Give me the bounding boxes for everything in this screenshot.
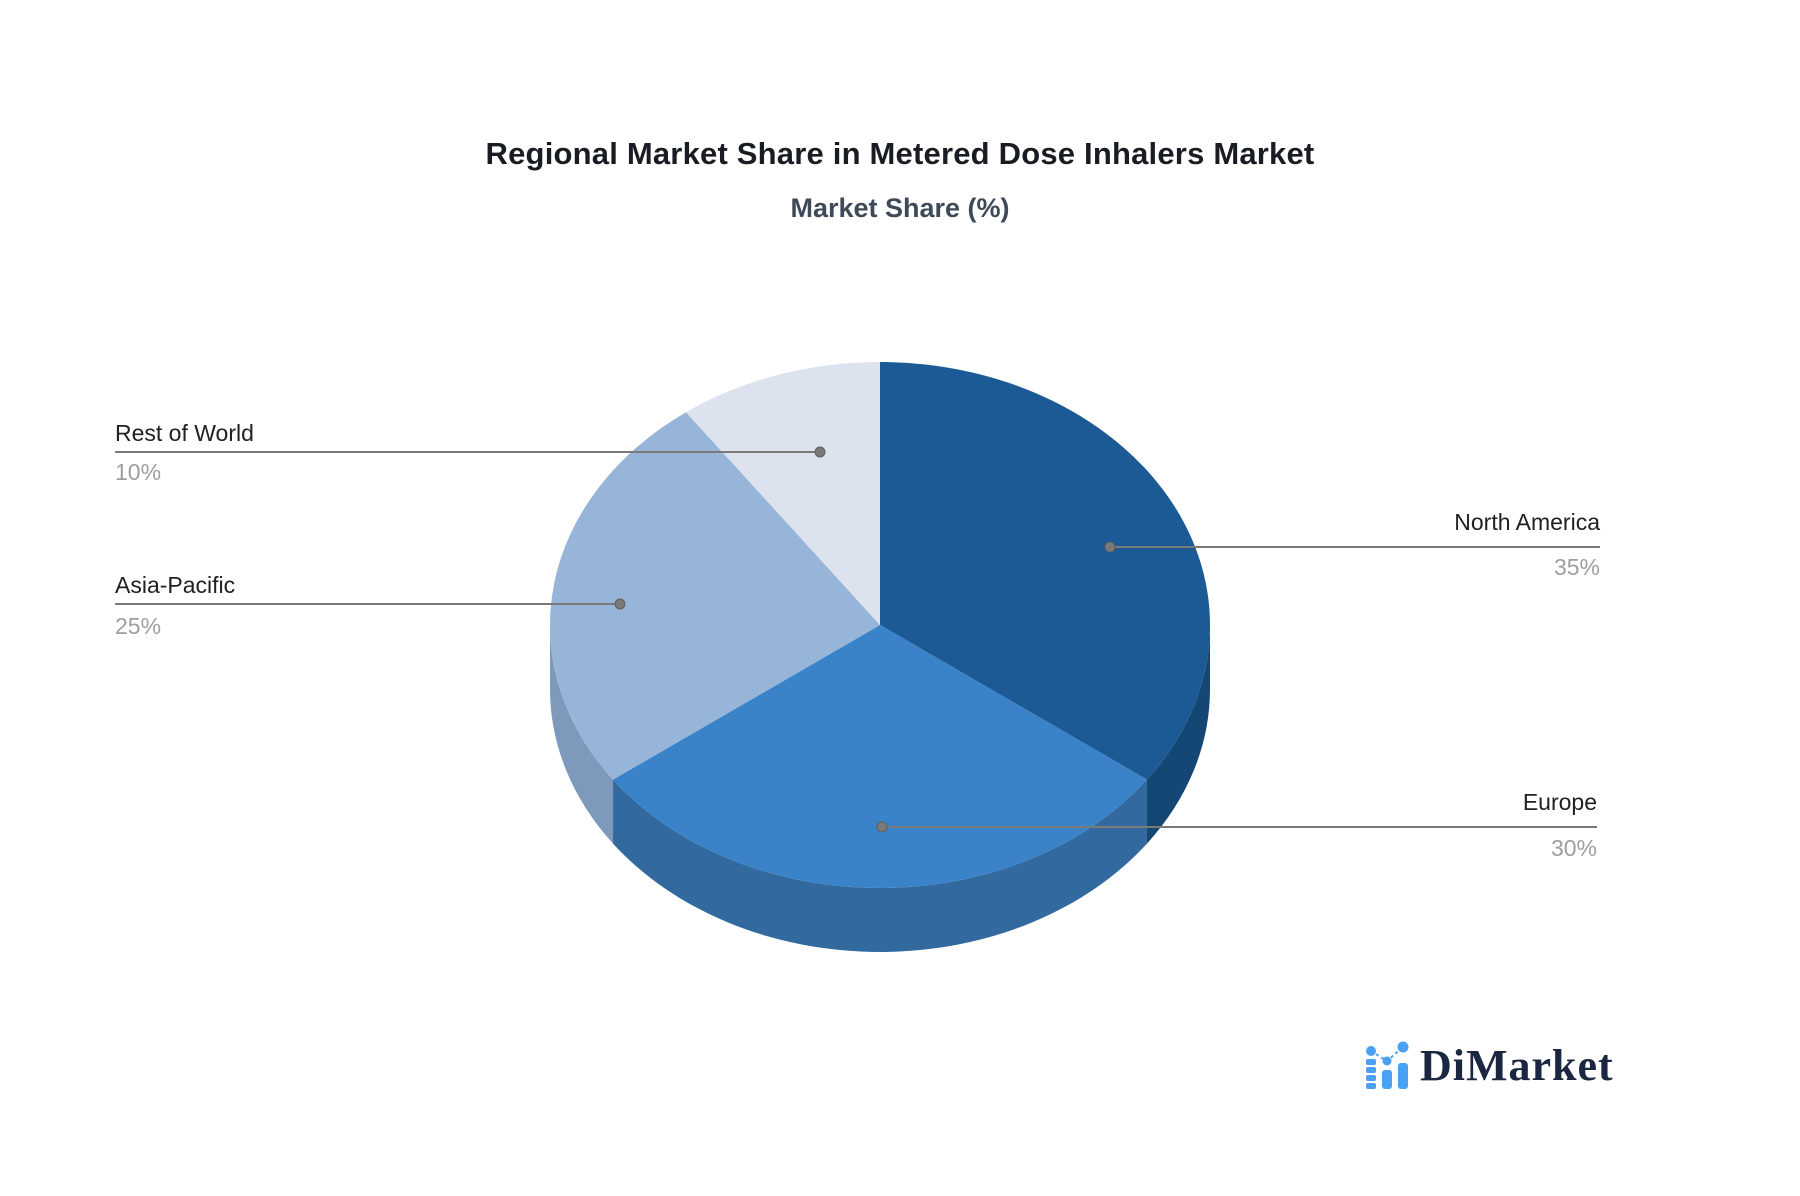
pie-slice-side-asia-pacific — [550, 625, 614, 844]
logo-text: DiMarket — [1420, 1041, 1614, 1090]
callout-value-asia-pacific: 25% — [115, 613, 162, 639]
pie-slice-side-europe — [613, 779, 1147, 953]
callout-value-north-america: 35% — [1553, 554, 1600, 580]
leader-anchor-dot — [1104, 541, 1116, 553]
leader-anchor-dot — [614, 598, 626, 610]
callout-label-north-america: North America — [1454, 509, 1600, 535]
callout-label-europe: Europe — [1522, 789, 1597, 815]
pie-slice-rest-of-world[interactable] — [686, 362, 880, 625]
chart-title: Regional Market Share in Metered Dose In… — [485, 136, 1315, 171]
callout-label-rest-of-world: Rest of World — [115, 420, 254, 446]
callout-value-rest-of-world: 10% — [115, 459, 162, 485]
pie-slice-asia-pacific[interactable] — [549, 412, 880, 780]
callout-leader-lines — [115, 446, 1600, 833]
callout-value-europe: 30% — [1550, 835, 1597, 861]
leader-anchor-dot — [876, 821, 888, 833]
pie-3d-sides — [550, 625, 1210, 953]
pie-slice-north-america[interactable] — [880, 362, 1211, 780]
pie-slice-europe[interactable] — [613, 625, 1147, 889]
leader-anchor-dot — [814, 446, 826, 458]
bar-chart-trend-icon — [1366, 1041, 1409, 1089]
callout-label-asia-pacific: Asia-Pacific — [115, 572, 236, 598]
chart-subtitle: Market Share (%) — [790, 193, 1010, 223]
pie-slice-side-north-america — [1146, 625, 1210, 844]
pie-slices[interactable] — [549, 362, 1211, 889]
